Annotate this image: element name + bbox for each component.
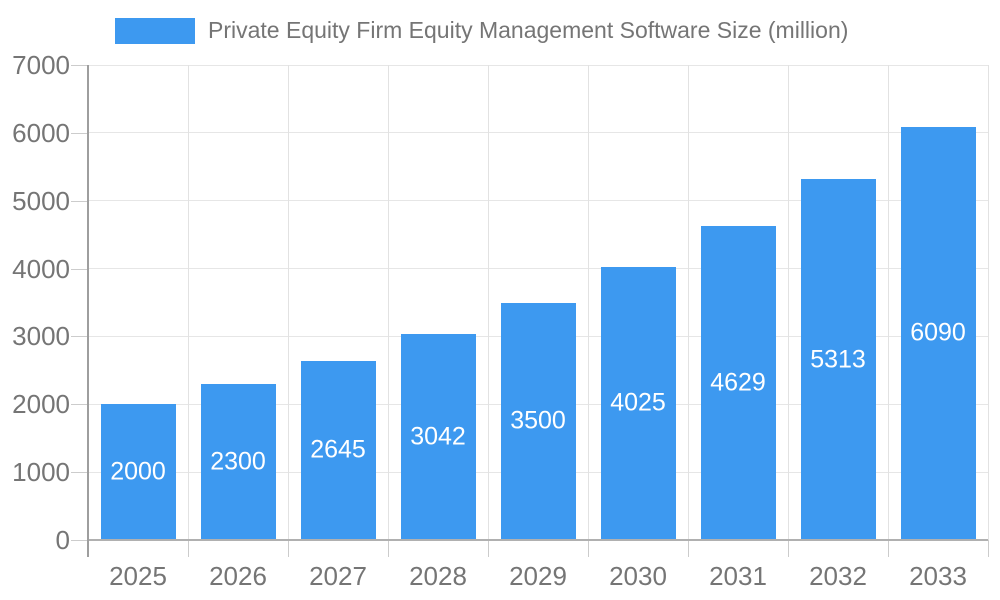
y-axis-tick [71,404,88,406]
bar: 2300 [200,383,276,540]
bar-value-label: 2000 [110,457,166,486]
bar: 2645 [300,360,376,540]
y-axis-tick-label: 0 [55,525,70,555]
bar: 4629 [700,225,776,540]
gridline-vertical [787,65,789,540]
bar-value-label: 5313 [810,345,866,374]
x-axis-tick-label: 2033 [909,561,967,591]
gridline-vertical [687,65,689,540]
y-axis-tick [71,200,88,202]
bar-value-label: 4629 [710,368,766,397]
x-axis-tick-label: 2032 [809,561,867,591]
x-axis-tick-label: 2031 [709,561,767,591]
bar: 3500 [500,302,576,540]
x-axis-tick-label: 2025 [109,561,167,591]
bar: 4025 [600,266,676,540]
gridline-vertical [587,65,589,540]
bar-value-label: 6090 [910,318,966,347]
x-axis-tick-label: 2026 [209,561,267,591]
y-axis-tick-label: 7000 [12,50,70,80]
x-axis-tick [387,540,389,557]
legend-swatch [115,17,195,44]
gridline-vertical [487,65,489,540]
y-axis-tick [71,336,88,338]
gridline-vertical [287,65,289,540]
gridline-vertical [387,65,389,540]
y-axis-tick-label: 1000 [12,457,70,488]
y-axis-tick [71,65,88,66]
legend-label: Private Equity Firm Equity Management So… [208,17,849,43]
x-axis-tick [687,540,689,557]
y-axis-tick-label: 4000 [12,253,70,284]
gridline-vertical [187,65,189,540]
y-axis-tick [71,132,88,134]
chart-legend: Private Equity Firm Equity Management So… [115,17,848,44]
gridline-horizontal [88,200,988,202]
y-axis-tick [71,540,88,541]
y-axis-tick-label: 2000 [12,389,70,420]
y-axis-tick [71,268,88,270]
x-axis-tick [987,540,989,557]
bar: 6090 [900,126,976,540]
y-axis-tick-label: 3000 [12,321,70,352]
bar: 5313 [800,179,876,540]
bar-value-label: 3500 [510,406,566,435]
x-axis-tick [887,540,889,557]
gridline-horizontal [88,64,988,66]
bar-value-label: 4025 [610,388,666,417]
y-axis-tick-label: 6000 [12,117,70,148]
x-axis-tick [287,540,289,557]
bar: 3042 [400,333,476,540]
x-axis-tick-label: 2028 [409,561,467,591]
gridline-horizontal [88,132,988,134]
plot-area: 0 1000 2000 3000 4000 5000 6000 7000 2000 2300 264… [12,51,989,590]
x-axis-tick [587,540,589,557]
bar-value-label: 2645 [310,435,366,464]
gridline-horizontal [88,268,988,270]
x-axis-tick [487,540,489,557]
x-axis-tick-label: 2030 [609,561,667,591]
x-axis-tick [187,540,189,557]
y-axis-line [87,65,89,557]
gridline-vertical [887,65,889,540]
x-axis-line [88,539,988,541]
y-axis-tick [71,472,88,474]
bar: 2000 [100,404,176,540]
x-axis-tick-label: 2027 [309,561,367,591]
x-axis-tick-label: 2029 [509,561,567,591]
x-axis-tick [787,540,789,557]
y-axis-tick-label: 5000 [12,185,70,216]
gridline-vertical [987,65,989,540]
bar-value-label: 2300 [210,447,266,476]
bar-value-label: 3042 [410,422,466,451]
